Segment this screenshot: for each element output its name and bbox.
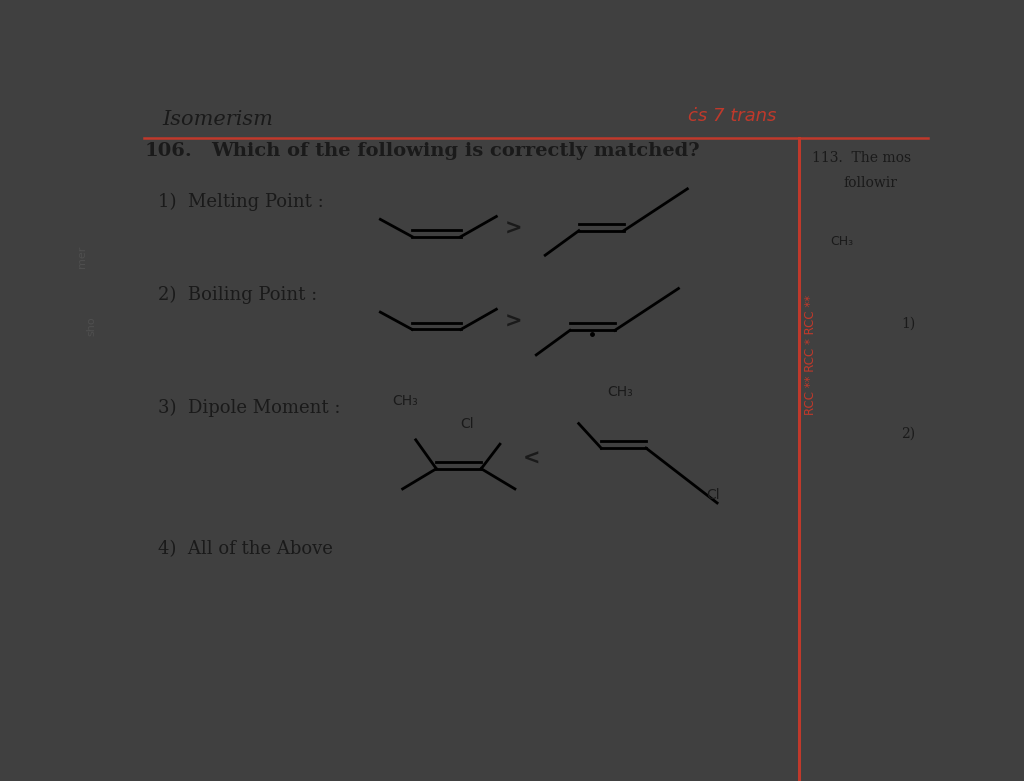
Text: 1)  Melting Point :: 1) Melting Point :: [158, 193, 324, 211]
Text: Which of the following is correctly matched?: Which of the following is correctly matc…: [211, 141, 699, 159]
Text: 4)  All of the Above: 4) All of the Above: [158, 540, 333, 558]
Text: 2)  Boiling Point :: 2) Boiling Point :: [158, 286, 316, 304]
Text: >: >: [505, 219, 522, 239]
Text: sho: sho: [86, 316, 96, 337]
Text: >: >: [505, 312, 522, 331]
Text: Isomerism: Isomerism: [162, 109, 273, 129]
Text: 2): 2): [901, 426, 915, 440]
Text: RCC ** RCC * RCC **: RCC ** RCC * RCC **: [804, 294, 816, 415]
Text: Cl: Cl: [461, 417, 474, 431]
Text: mer: mer: [78, 245, 87, 268]
Text: Cl: Cl: [706, 487, 720, 501]
Text: 113.  The mos: 113. The mos: [812, 152, 911, 166]
Text: 3)  Dipole Moment :: 3) Dipole Moment :: [158, 399, 340, 417]
Text: CH₃: CH₃: [830, 235, 853, 248]
Text: <: <: [523, 449, 541, 469]
Text: 1): 1): [901, 316, 915, 330]
Text: CH₃: CH₃: [392, 394, 418, 408]
Text: ċs 7 trans: ċs 7 trans: [688, 107, 776, 125]
Text: followir: followir: [844, 176, 898, 190]
Text: 106.: 106.: [144, 141, 193, 159]
Text: CH₃: CH₃: [607, 385, 633, 399]
